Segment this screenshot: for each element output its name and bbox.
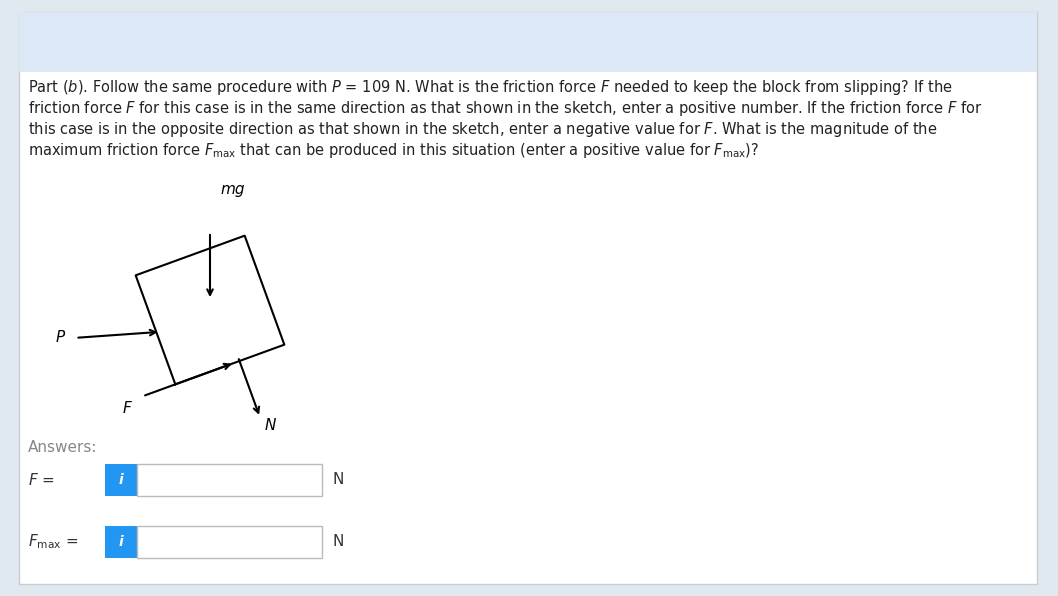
FancyBboxPatch shape (136, 526, 322, 558)
FancyBboxPatch shape (136, 464, 322, 496)
Text: N: N (332, 473, 344, 488)
Text: N: N (332, 535, 344, 550)
Text: i: i (118, 535, 124, 549)
Text: maximum friction force $F_\mathregular{max}$ that can be produced in this situat: maximum friction force $F_\mathregular{m… (28, 141, 760, 160)
FancyBboxPatch shape (105, 464, 136, 496)
Text: Answers:: Answers: (28, 440, 97, 455)
Text: i: i (118, 473, 124, 487)
FancyBboxPatch shape (105, 526, 136, 558)
Text: mg: mg (220, 182, 244, 197)
Text: Part 4: Part 4 (28, 21, 89, 39)
Text: F: F (123, 401, 132, 416)
Text: Part ($b$). Follow the same procedure with $P$ = 109 N. What is the friction for: Part ($b$). Follow the same procedure wi… (28, 78, 952, 97)
Text: $F_\mathregular{max}$ =: $F_\mathregular{max}$ = (28, 533, 78, 551)
Text: $F$ =: $F$ = (28, 472, 55, 488)
Text: this case is in the opposite direction as that shown in the sketch, enter a nega: this case is in the opposite direction a… (28, 120, 937, 139)
Text: N: N (266, 418, 276, 433)
Text: P: P (56, 330, 66, 345)
Text: friction force $F$ for this case is in the same direction as that shown in the s: friction force $F$ for this case is in t… (28, 99, 983, 118)
